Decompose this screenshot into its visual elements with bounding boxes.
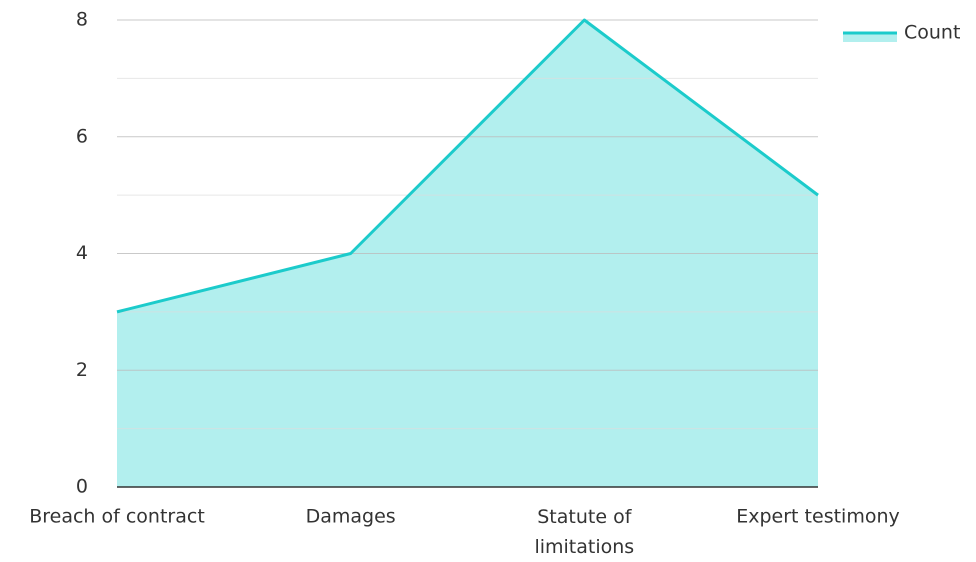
legend-swatch-fill	[843, 33, 897, 42]
x-tick-label: Breach of contract	[29, 506, 205, 528]
x-tick-label: Expert testimony	[736, 506, 900, 528]
y-tick-label: 4	[76, 242, 88, 264]
x-tick-label: Statute of limitations	[534, 506, 634, 558]
y-tick-label: 8	[76, 9, 88, 31]
x-tick-label: Damages	[306, 506, 396, 528]
legend-label: Count	[904, 22, 960, 44]
y-tick-label: 0	[76, 476, 88, 498]
line	[116, 18, 819, 314]
y-tick-label: 6	[76, 125, 88, 147]
y-tick-label: 2	[76, 359, 88, 381]
